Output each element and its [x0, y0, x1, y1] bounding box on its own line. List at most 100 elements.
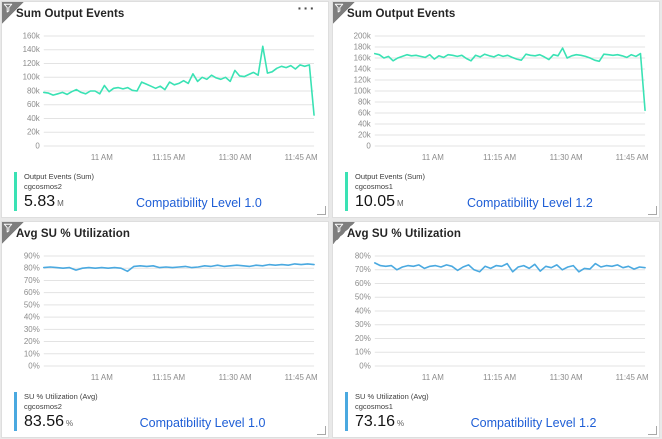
tile-resize-handle[interactable]: [648, 426, 657, 435]
legend-resource-label: cgcosmos2: [24, 401, 62, 411]
legend-metric-label: SU % Utilization (Avg): [355, 391, 429, 401]
line-chart-output-events-cgcosmos2[interactable]: 160k 140k 120k 100k 80k 60k 40k 20k 0 11 AM 11:15 …: [10, 24, 322, 176]
svg-text:160k: 160k: [354, 53, 371, 62]
legend-row: SU % Utilization (Avg) cgcosmos2 83.56% …: [14, 391, 320, 431]
svg-text:11:30 AM: 11:30 AM: [550, 153, 583, 162]
tile-title: Sum Output Events: [16, 8, 125, 20]
compatibility-level-label: Compatibility Level 1.2: [467, 196, 593, 210]
svg-text:0%: 0%: [359, 361, 370, 370]
legend-unit: %: [397, 419, 405, 429]
filter-corner-badge: [2, 222, 24, 244]
filter-corner-badge: [333, 2, 355, 24]
legend-item: Output Events (Sum) cgcosmos1 10.05 M: [345, 171, 426, 211]
metric-tile-su-utilization-2[interactable]: Avg SU % Utilization 80% 70% 60% 50% 40% 30% 2…: [332, 221, 660, 438]
svg-text:60k: 60k: [27, 100, 40, 109]
svg-text:11:45 AM: 11:45 AM: [285, 153, 318, 162]
line-chart-su-utilization-cgcosmos2[interactable]: 90% 80% 70% 60% 50% 40% 30% 20% 10% 0% 11 AM 11:15 …: [10, 244, 322, 396]
svg-text:11:45 AM: 11:45 AM: [616, 373, 649, 382]
legend-metric-label: SU % Utilization (Avg): [24, 391, 98, 401]
svg-text:140k: 140k: [23, 45, 40, 54]
metric-tile-su-utilization-1[interactable]: Avg SU % Utilization 90% 80% 70% 60% 50% 40% 3…: [1, 221, 329, 438]
legend-item: Output Events (Sum) cgcosmos2 5.83 M: [14, 171, 95, 211]
svg-text:20k: 20k: [27, 128, 40, 137]
svg-text:40%: 40%: [24, 313, 40, 322]
compatibility-level-label: Compatibility Level 1.2: [470, 416, 597, 430]
svg-text:11:30 AM: 11:30 AM: [550, 373, 583, 382]
legend-unit: %: [66, 419, 74, 429]
svg-text:11:15 AM: 11:15 AM: [152, 153, 185, 162]
svg-text:11:15 AM: 11:15 AM: [483, 153, 516, 162]
svg-text:100k: 100k: [354, 86, 371, 95]
svg-text:60k: 60k: [358, 108, 371, 117]
svg-text:80%: 80%: [24, 264, 40, 273]
svg-text:50%: 50%: [24, 300, 40, 309]
filter-funnel-icon: [334, 223, 344, 233]
svg-text:120k: 120k: [23, 59, 40, 68]
svg-text:100k: 100k: [23, 73, 40, 82]
tile-title: Avg SU % Utilization: [16, 228, 131, 240]
legend-unit: M: [57, 199, 64, 209]
svg-text:180k: 180k: [354, 42, 371, 51]
legend-row: Output Events (Sum) cgcosmos1 10.05 M Com…: [345, 171, 651, 211]
svg-text:0: 0: [35, 141, 40, 150]
svg-text:70%: 70%: [24, 276, 40, 285]
svg-text:30%: 30%: [355, 320, 371, 329]
svg-text:11:45 AM: 11:45 AM: [616, 153, 649, 162]
svg-text:11:30 AM: 11:30 AM: [219, 373, 252, 382]
line-chart-output-events-cgcosmos1[interactable]: 200k 180k 160k 140k 120k 100k 80k 60k 40k 20k 0 11 …: [341, 24, 653, 176]
filter-funnel-icon: [334, 3, 344, 13]
svg-text:20k: 20k: [358, 130, 371, 139]
tile-resize-handle[interactable]: [317, 206, 326, 215]
tile-resize-handle[interactable]: [648, 206, 657, 215]
line-chart-su-utilization-cgcosmos1[interactable]: 80% 70% 60% 50% 40% 30% 20% 10% 0% 11 AM 11:15 AM 1…: [341, 244, 653, 396]
legend-resource-label: cgcosmos1: [355, 181, 393, 191]
metric-tile-sum-output-events-1[interactable]: ··· Sum Output Events 160k 140k 120k 100k 80…: [1, 0, 329, 218]
svg-text:60%: 60%: [355, 279, 371, 288]
svg-text:20%: 20%: [355, 334, 371, 343]
legend-aggregate-value: 73.16%: [355, 413, 405, 431]
legend-resource-label: cgcosmos2: [24, 181, 62, 191]
svg-text:0%: 0%: [28, 361, 39, 370]
legend-item: SU % Utilization (Avg) cgcosmos1 73.16%: [345, 391, 429, 431]
svg-text:160k: 160k: [23, 31, 40, 40]
svg-text:11 AM: 11 AM: [422, 373, 444, 382]
tile-resize-handle[interactable]: [317, 426, 326, 435]
filter-corner-badge: [2, 2, 24, 24]
legend-row: SU % Utilization (Avg) cgcosmos1 73.16% …: [345, 391, 651, 431]
svg-text:120k: 120k: [354, 75, 371, 84]
svg-text:50%: 50%: [355, 293, 371, 302]
svg-text:0: 0: [366, 141, 371, 150]
compatibility-level-label: Compatibility Level 1.0: [136, 196, 262, 210]
metric-tile-sum-output-events-2[interactable]: Sum Output Events 200k 180k 160k 140k 120k 10…: [332, 1, 660, 218]
tile-title: Sum Output Events: [347, 8, 456, 20]
svg-text:80k: 80k: [358, 97, 371, 106]
tile-title: Avg SU % Utilization: [347, 228, 462, 240]
svg-text:11:30 AM: 11:30 AM: [219, 153, 252, 162]
legend-aggregate-value: 5.83 M: [24, 193, 64, 211]
legend-metric-label: Output Events (Sum): [24, 171, 95, 181]
svg-text:80k: 80k: [27, 86, 40, 95]
svg-text:20%: 20%: [24, 337, 40, 346]
svg-text:11:15 AM: 11:15 AM: [152, 373, 185, 382]
legend-item: SU % Utilization (Avg) cgcosmos2 83.56%: [14, 391, 98, 431]
legend-row: Output Events (Sum) cgcosmos2 5.83 M Comp…: [14, 171, 320, 211]
svg-text:200k: 200k: [354, 31, 371, 40]
legend-resource-label: cgcosmos1: [355, 401, 393, 411]
filter-funnel-icon: [3, 223, 13, 233]
more-options-icon[interactable]: ···: [297, 0, 316, 16]
svg-text:40k: 40k: [358, 119, 371, 128]
compatibility-level-label: Compatibility Level 1.0: [139, 416, 266, 430]
svg-text:10%: 10%: [355, 348, 371, 357]
svg-text:30%: 30%: [24, 325, 40, 334]
svg-text:140k: 140k: [354, 64, 371, 73]
svg-text:80%: 80%: [355, 251, 371, 260]
svg-text:40%: 40%: [355, 306, 371, 315]
svg-text:11:15 AM: 11:15 AM: [483, 373, 516, 382]
legend-aggregate-value: 83.56%: [24, 413, 74, 431]
svg-text:11 AM: 11 AM: [422, 153, 444, 162]
legend-metric-label: Output Events (Sum): [355, 171, 426, 181]
svg-text:40k: 40k: [27, 114, 40, 123]
svg-text:11 AM: 11 AM: [91, 153, 113, 162]
svg-text:60%: 60%: [24, 288, 40, 297]
